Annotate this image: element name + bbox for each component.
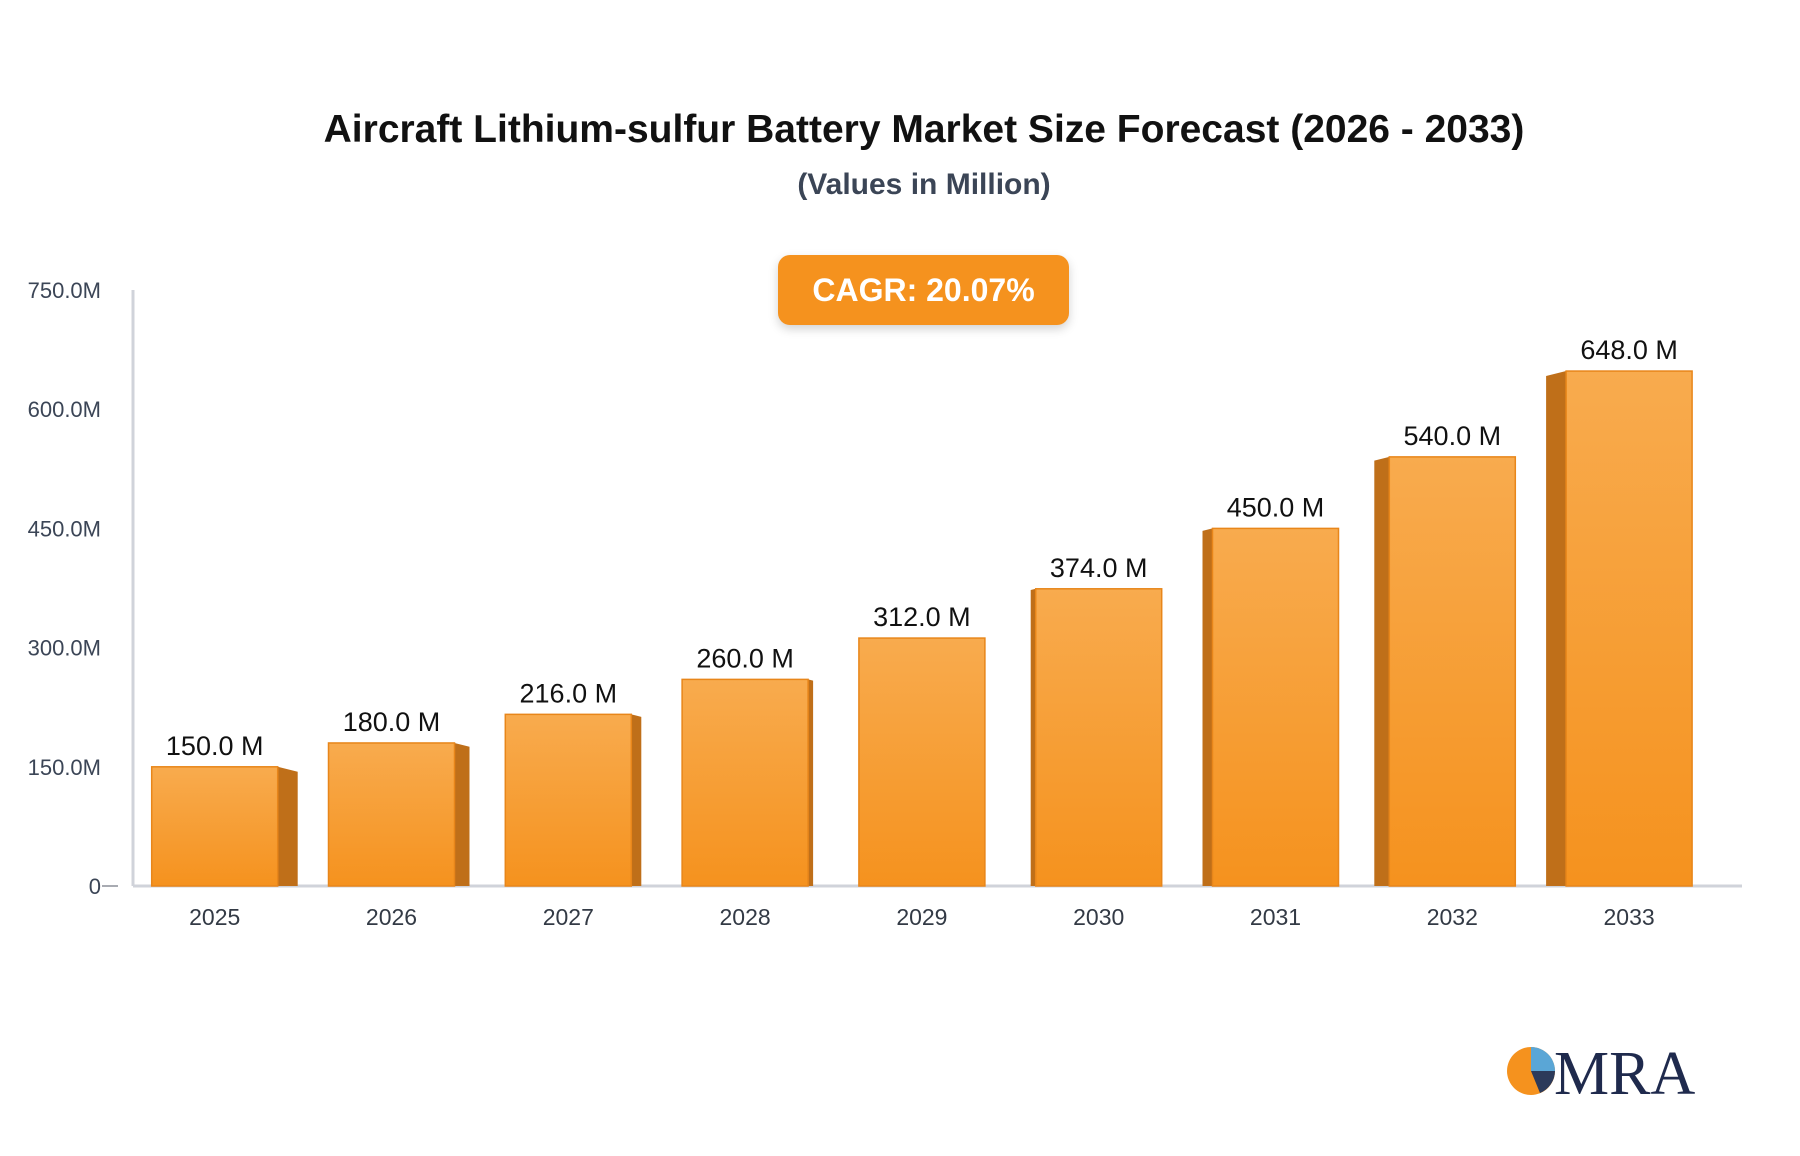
bar-2033: 648.0 M 2033 bbox=[1546, 335, 1693, 930]
bar-front bbox=[858, 637, 986, 887]
value-label: 312.0 M bbox=[873, 602, 971, 632]
y-tick-label: 750.0M bbox=[28, 278, 101, 303]
bar-2028: 260.0 M 2028 bbox=[681, 643, 814, 930]
bar-side bbox=[808, 679, 814, 886]
value-label: 450.0 M bbox=[1227, 492, 1325, 522]
x-tick-label: 2032 bbox=[1427, 904, 1478, 930]
x-tick-label: 2031 bbox=[1250, 904, 1301, 930]
logo-pie-slice-dark-icon bbox=[1531, 1071, 1555, 1093]
cagr-badge: CAGR: 20.07% bbox=[778, 255, 1069, 325]
chart-title: Aircraft Lithium-sulfur Battery Market S… bbox=[323, 108, 1525, 151]
bar-front bbox=[681, 678, 809, 887]
bar-side bbox=[1202, 528, 1213, 886]
y-tick-label: 300.0M bbox=[28, 636, 101, 661]
value-label: 150.0 M bbox=[166, 731, 264, 761]
bar-side bbox=[1030, 588, 1036, 886]
value-label: 180.0 M bbox=[343, 707, 441, 737]
bar-side bbox=[631, 714, 642, 886]
bar-side bbox=[454, 742, 470, 886]
bar-2030: 374.0 M 2030 bbox=[1030, 553, 1163, 930]
value-label: 648.0 M bbox=[1580, 335, 1678, 365]
y-tick-label: 150.0M bbox=[28, 755, 101, 780]
bar-front bbox=[1565, 370, 1693, 887]
x-tick-label: 2026 bbox=[366, 904, 417, 930]
bar-2032: 540.0 M 2032 bbox=[1374, 421, 1517, 930]
value-label: 216.0 M bbox=[520, 678, 618, 708]
value-label: 374.0 M bbox=[1050, 553, 1148, 583]
x-tick-label: 2027 bbox=[543, 904, 594, 930]
logo-text: MRA bbox=[1554, 1040, 1695, 1108]
y-tick-label: 0 bbox=[89, 874, 101, 899]
chart-subtitle: (Values in Million) bbox=[797, 168, 1051, 201]
bar-front bbox=[1388, 456, 1517, 887]
bar-front bbox=[1211, 527, 1340, 887]
y-tick-label: 450.0M bbox=[28, 516, 101, 541]
bar-front bbox=[327, 742, 456, 887]
bar-2027: 216.0 M 2027 bbox=[504, 678, 642, 930]
bar-front bbox=[504, 713, 633, 887]
bar-2025: 150.0 M 2025 bbox=[150, 731, 298, 930]
bar-side bbox=[1546, 371, 1567, 886]
x-tick-label: 2030 bbox=[1073, 904, 1124, 930]
logo-pie-slice-icon bbox=[1531, 1047, 1555, 1071]
bar-front bbox=[150, 766, 279, 887]
value-label: 540.0 M bbox=[1404, 421, 1502, 451]
x-tick-label: 2029 bbox=[896, 904, 947, 930]
x-tick-label: 2028 bbox=[720, 904, 771, 930]
mra-logo: MRA bbox=[1507, 1040, 1695, 1108]
bar-2029: 312.0 M 2029 bbox=[858, 602, 986, 930]
y-tick-label: 600.0M bbox=[28, 397, 101, 422]
bar-2031: 450.0 M 2031 bbox=[1202, 492, 1340, 930]
bar-side bbox=[1374, 456, 1390, 886]
x-tick-label: 2033 bbox=[1604, 904, 1655, 930]
x-tick-label: 2025 bbox=[189, 904, 240, 930]
value-label: 260.0 M bbox=[696, 643, 794, 673]
bar-front bbox=[1034, 588, 1163, 887]
bar-side bbox=[277, 766, 298, 886]
bar-2026: 180.0 M 2026 bbox=[327, 707, 470, 930]
